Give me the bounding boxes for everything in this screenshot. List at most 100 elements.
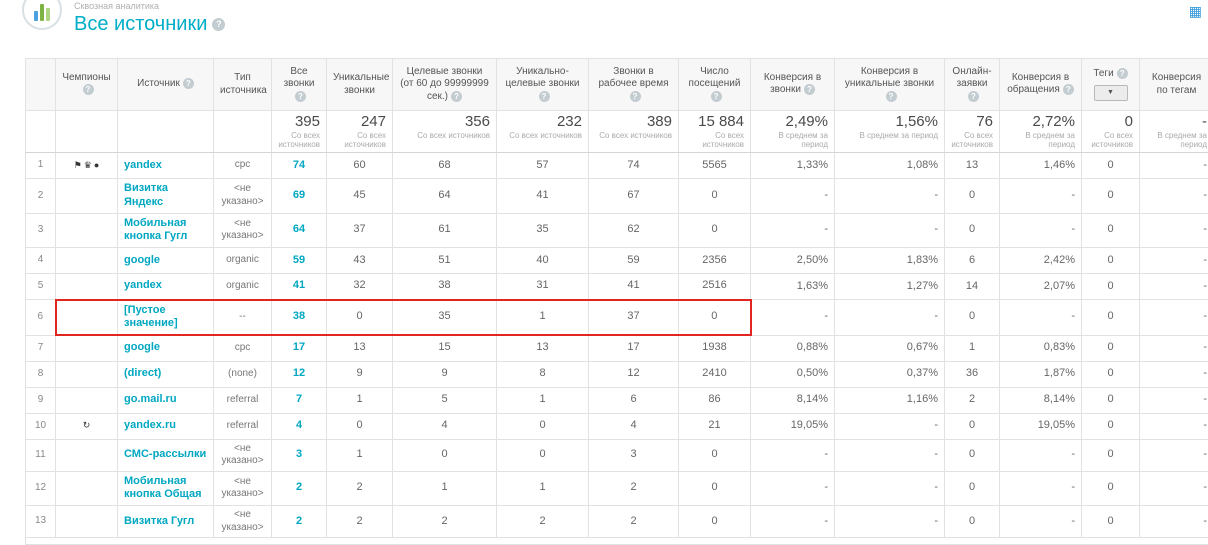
cell-visits: 0 [679, 213, 751, 248]
cell-type: <не указано> [214, 439, 272, 471]
help-icon[interactable]: ? [295, 91, 306, 102]
column-header-online[interactable]: Онлайн-заявки? [945, 59, 1000, 111]
cell-num: 6 [26, 300, 56, 336]
cell-conv_requests: 8,14% [1000, 387, 1082, 413]
cell-conv_tags: - [1140, 439, 1208, 471]
column-label: Конверсия по тегам [1152, 72, 1201, 96]
cell-unique_calls: 0 [327, 413, 393, 439]
help-icon[interactable]: ? [539, 91, 550, 102]
cell-conv_calls: 0,50% [751, 361, 835, 387]
cell-conv_requests: 0,83% [1000, 335, 1082, 361]
column-label: Чемпионы [62, 72, 110, 83]
column-header-conv_unique[interactable]: Конверсия в уникальные звонки? [835, 59, 945, 111]
help-icon[interactable]: ? [1063, 84, 1074, 95]
cell-champions [56, 248, 118, 274]
cell-online: 1 [945, 335, 1000, 361]
cell-visits: 0 [679, 506, 751, 538]
source-link[interactable]: yandex [124, 279, 162, 291]
cell-work_time_calls: 67 [589, 179, 679, 214]
column-header-conv_tags[interactable]: Конверсия по тегам [1140, 59, 1208, 111]
cell-all_calls: 69 [272, 179, 327, 214]
source-link[interactable]: Мобильная кнопка Общая [124, 475, 202, 501]
cell-all_calls: 7 [272, 387, 327, 413]
source-link[interactable]: yandex [124, 159, 162, 171]
help-icon[interactable]: ? [968, 91, 979, 102]
column-header-type[interactable]: Тип источника [214, 59, 272, 111]
cell-conv_tags: - [1140, 248, 1208, 274]
help-icon[interactable]: ? [804, 84, 815, 95]
column-header-conv_requests[interactable]: Конверсия в обращения? [1000, 59, 1082, 111]
cell-work_time_calls: 17 [589, 335, 679, 361]
column-header-all_calls[interactable]: Все звонки? [272, 59, 327, 111]
cell-unique_calls: 13 [327, 335, 393, 361]
crown-icon[interactable]: ♛ [84, 160, 92, 170]
refresh-icon[interactable]: ↻ [83, 420, 91, 430]
summary-conv_tags: -В среднем за период [1140, 111, 1208, 153]
help-icon[interactable]: ? [1117, 68, 1128, 79]
cell-source: Мобильная кнопка Общая [118, 471, 214, 506]
help-icon[interactable]: ? [886, 91, 897, 102]
cell-unique_target_calls: 13 [497, 335, 589, 361]
source-link[interactable]: Визитка Яндекс [124, 182, 168, 208]
columns-settings-icon[interactable]: ▦ [1189, 3, 1202, 20]
cell-all_calls: 74 [272, 153, 327, 179]
help-icon[interactable]: ? [212, 18, 225, 31]
source-link[interactable]: google [124, 341, 160, 353]
source-link[interactable]: [Пустое значение] [124, 304, 178, 330]
breadcrumb: Сквозная аналитика [74, 1, 159, 11]
help-icon[interactable]: ? [451, 91, 462, 102]
cell-unique_target_calls: 40 [497, 248, 589, 274]
source-link[interactable]: Визитка Гугл [124, 515, 194, 527]
medal-icon[interactable]: ● [94, 160, 99, 170]
cell-target_calls: 35 [393, 300, 497, 336]
source-link[interactable]: go.mail.ru [124, 393, 177, 405]
cell-online: 0 [945, 213, 1000, 248]
help-icon[interactable]: ? [83, 84, 94, 95]
column-header-source[interactable]: Источник? [118, 59, 214, 111]
column-header-unique_calls[interactable]: Уникальные звонки [327, 59, 393, 111]
column-header-tags[interactable]: Теги? ▼ [1082, 59, 1140, 111]
help-icon[interactable]: ? [630, 91, 641, 102]
column-header-target_calls[interactable]: Целевые звонки (от 60 до 99999999 сек.)? [393, 59, 497, 111]
cell-target_calls: 61 [393, 213, 497, 248]
cell-tags: 0 [1082, 179, 1140, 214]
cell-source: google [118, 335, 214, 361]
column-header-work_time_calls[interactable]: Звонки в рабочее время? [589, 59, 679, 111]
source-link[interactable]: (direct) [124, 367, 161, 379]
column-header-unique_target_calls[interactable]: Уникально-целевые звонки? [497, 59, 589, 111]
column-header-num[interactable] [26, 59, 56, 111]
tags-filter-button[interactable]: ▼ [1094, 85, 1128, 101]
source-link[interactable]: yandex.ru [124, 419, 176, 431]
cell-target_calls: 51 [393, 248, 497, 274]
cell-unique_target_calls: 0 [497, 439, 589, 471]
flag-icon[interactable]: ⚑ [74, 160, 82, 170]
column-header-champions[interactable]: Чемпионы? [56, 59, 118, 111]
column-label: Теги [1093, 68, 1113, 79]
cell-unique_target_calls: 8 [497, 361, 589, 387]
cell-conv_unique: - [835, 439, 945, 471]
source-link[interactable]: СМС-рассылки [124, 448, 206, 460]
help-icon[interactable]: ? [711, 91, 722, 102]
app-logo-icon [22, 0, 62, 30]
cell-online: 0 [945, 179, 1000, 214]
cell-conv_requests: - [1000, 179, 1082, 214]
cell-visits: 0 [679, 439, 751, 471]
cell-source: СМС-рассылки [118, 439, 214, 471]
column-header-conv_calls[interactable]: Конверсия в звонки? [751, 59, 835, 111]
source-link[interactable]: google [124, 254, 160, 266]
help-icon[interactable]: ? [183, 78, 194, 89]
source-link[interactable]: Мобильная кнопка Гугл [124, 217, 187, 243]
cell-tags: 0 [1082, 387, 1140, 413]
cell-conv_tags: - [1140, 274, 1208, 300]
cell-conv_unique: - [835, 213, 945, 248]
cell-all_calls: 4 [272, 413, 327, 439]
column-label: Тип источника [220, 72, 267, 96]
column-header-visits[interactable]: Число посещений? [679, 59, 751, 111]
summary-conv_requests: 2,72%В среднем за период [1000, 111, 1082, 153]
cell-source: Визитка Гугл [118, 506, 214, 538]
